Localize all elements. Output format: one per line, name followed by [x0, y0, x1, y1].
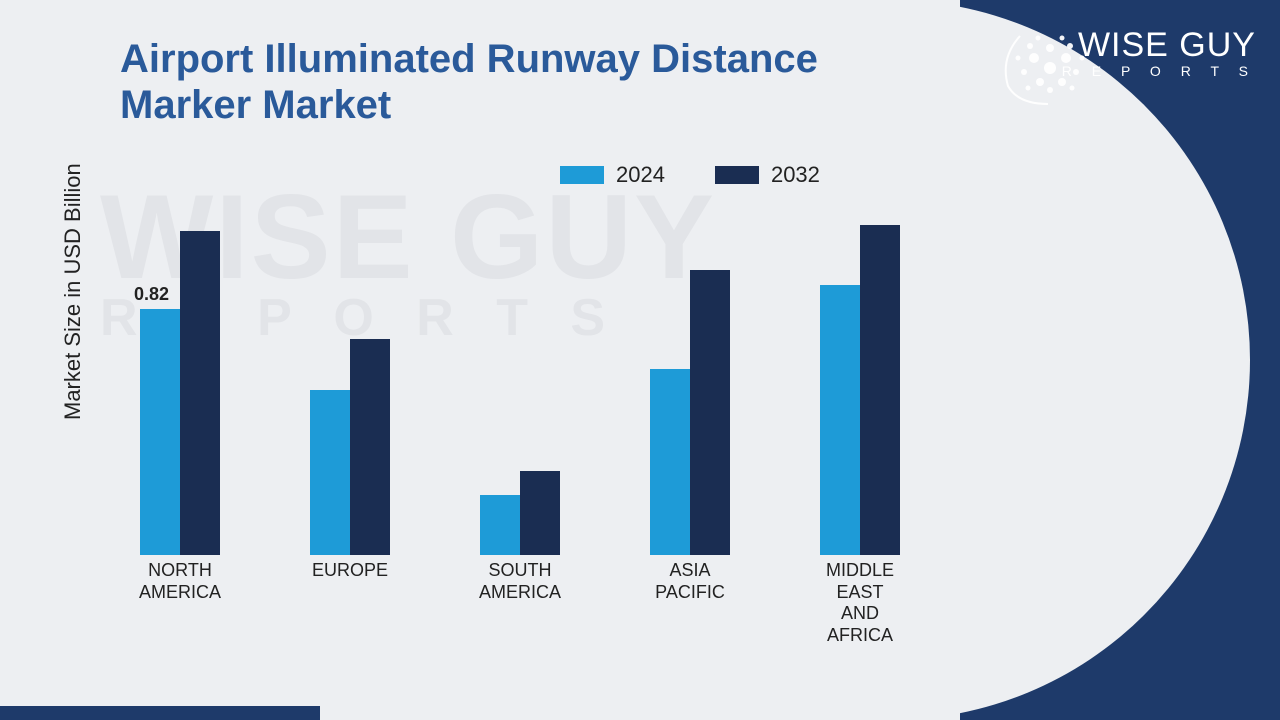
bar-2024	[480, 495, 520, 555]
chart-title: Airport Illuminated Runway Distance Mark…	[120, 36, 860, 128]
legend-item-2032: 2032	[715, 162, 820, 188]
legend-swatch-2032	[715, 166, 759, 184]
footer-accent-bar	[0, 706, 320, 720]
x-axis-label: ASIAPACIFIC	[610, 560, 770, 603]
bar-2032	[350, 339, 390, 555]
bar-2024	[820, 285, 860, 555]
legend-swatch-2024	[560, 166, 604, 184]
brand-head-icon	[990, 28, 1110, 108]
value-label: 0.82	[134, 284, 169, 305]
bar-group	[650, 270, 730, 555]
bar-group	[140, 231, 220, 555]
bar-2032	[690, 270, 730, 555]
chart-canvas: WISE GUY R E P O R T S Airport Illuminat…	[0, 0, 1280, 720]
bar-group	[310, 339, 390, 555]
bar-2024	[310, 390, 350, 555]
legend-label-2024: 2024	[616, 162, 665, 188]
x-axis-label: SOUTHAMERICA	[440, 560, 600, 603]
x-axis-label: EUROPE	[270, 560, 430, 582]
plot-area: 0.82	[120, 195, 940, 555]
legend: 2024 2032	[560, 162, 820, 188]
bar-group	[480, 471, 560, 555]
bar-2024	[650, 369, 690, 555]
x-axis-label: NORTHAMERICA	[100, 560, 260, 603]
bar-2032	[860, 225, 900, 555]
bar-group	[820, 225, 900, 555]
bar-2032	[520, 471, 560, 555]
legend-label-2032: 2032	[771, 162, 820, 188]
x-axis-label: MIDDLEEASTANDAFRICA	[780, 560, 940, 646]
bar-chart: 0.82	[120, 195, 940, 555]
legend-item-2024: 2024	[560, 162, 665, 188]
bar-2032	[180, 231, 220, 555]
y-axis-label: Market Size in USD Billion	[60, 163, 86, 420]
bar-2024	[140, 309, 180, 555]
